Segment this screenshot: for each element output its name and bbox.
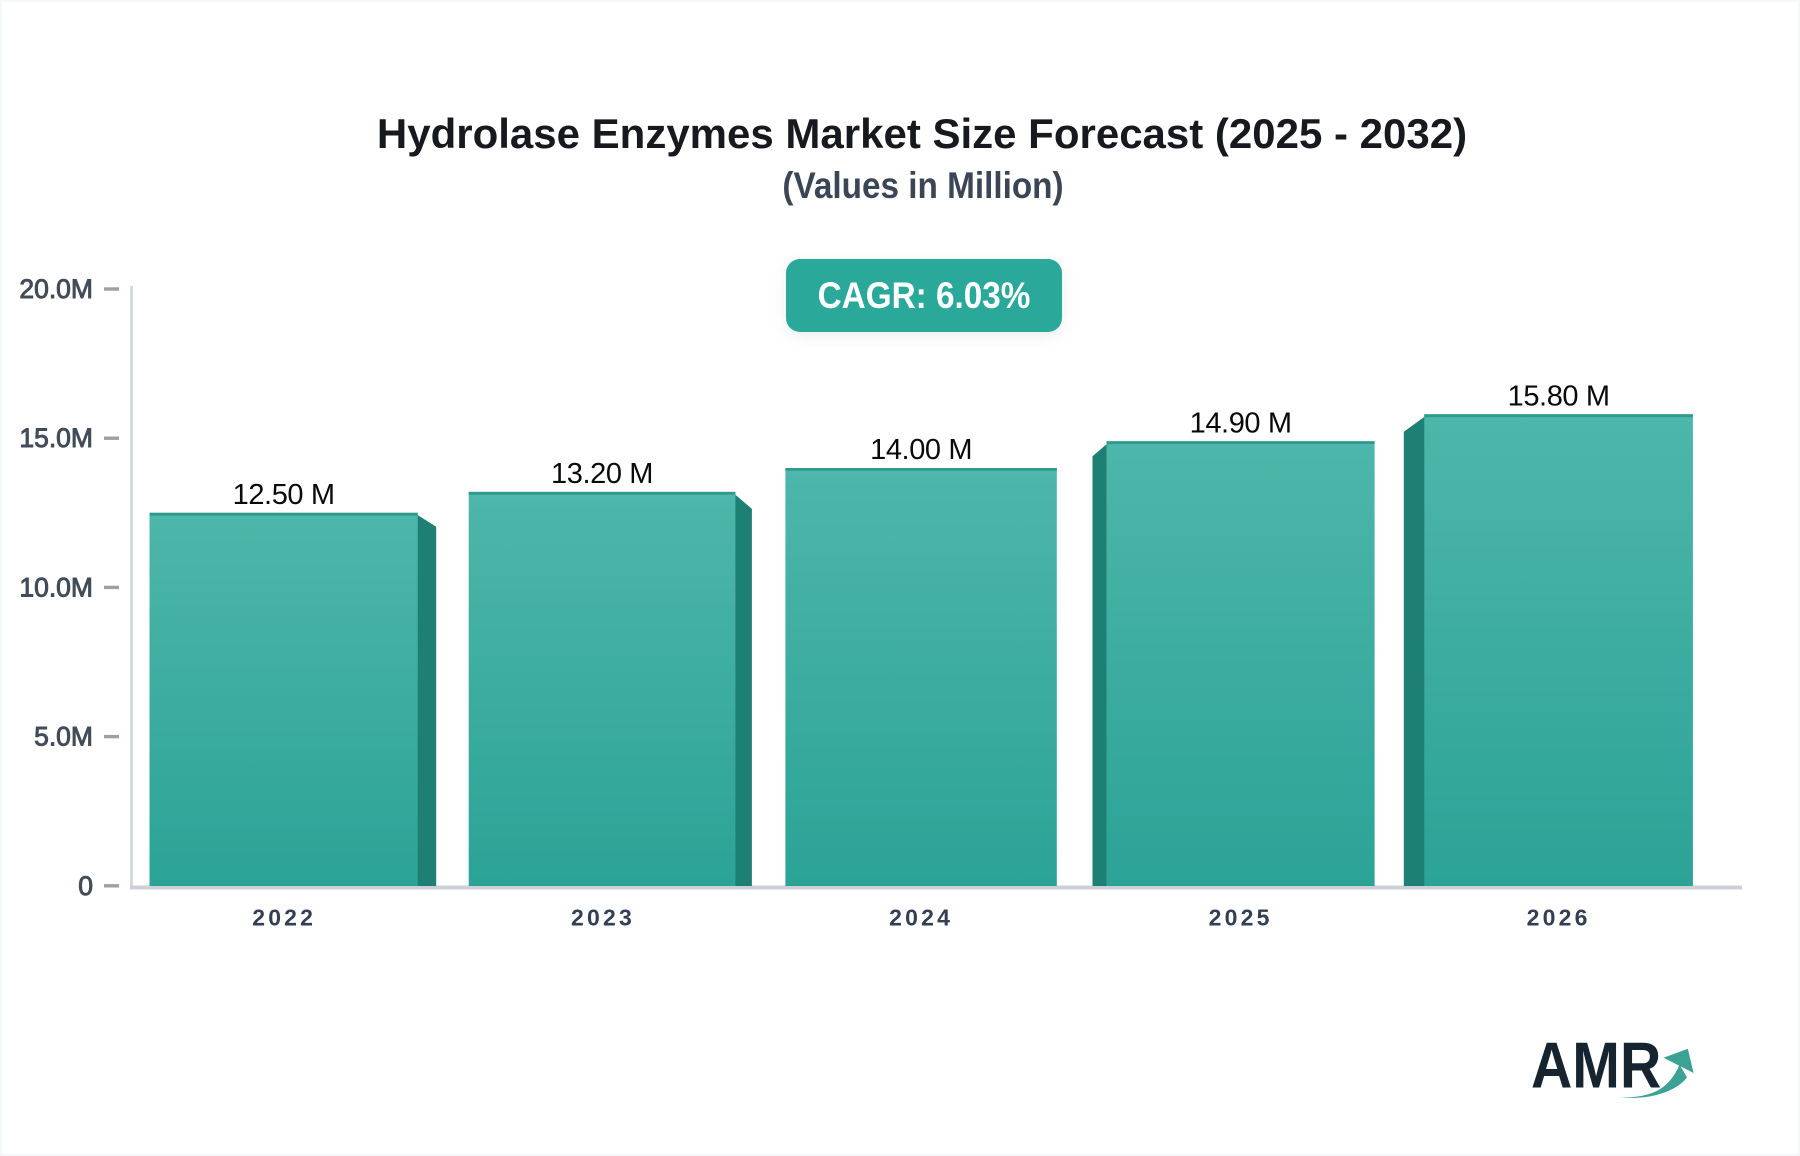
svg-text:AMR: AMR [1531,1029,1661,1101]
svg-text:12.50 M: 12.50 M [233,479,335,511]
svg-text:5.0M: 5.0M [34,722,93,752]
svg-text:14.90 M: 14.90 M [1190,408,1292,440]
svg-text:CAGR: 6.03%: CAGR: 6.03% [818,275,1031,316]
svg-text:20.0M: 20.0M [19,274,93,304]
svg-text:15.0M: 15.0M [19,423,93,453]
svg-text:2026: 2026 [1527,905,1591,931]
svg-text:0: 0 [78,871,93,901]
svg-text:2022: 2022 [252,905,316,931]
svg-text:2025: 2025 [1209,905,1273,931]
svg-text:2023: 2023 [571,905,635,931]
svg-text:Hydrolase Enzymes Market Size: Hydrolase Enzymes Market Size Forecast (… [377,110,1467,157]
svg-text:14.00 M: 14.00 M [870,434,972,466]
svg-text:13.20 M: 13.20 M [551,458,653,490]
svg-text:2024: 2024 [889,905,953,931]
svg-text:(Values in Million): (Values in Million) [782,165,1063,206]
svg-text:10.0M: 10.0M [19,572,93,602]
svg-text:15.80 M: 15.80 M [1508,381,1610,413]
